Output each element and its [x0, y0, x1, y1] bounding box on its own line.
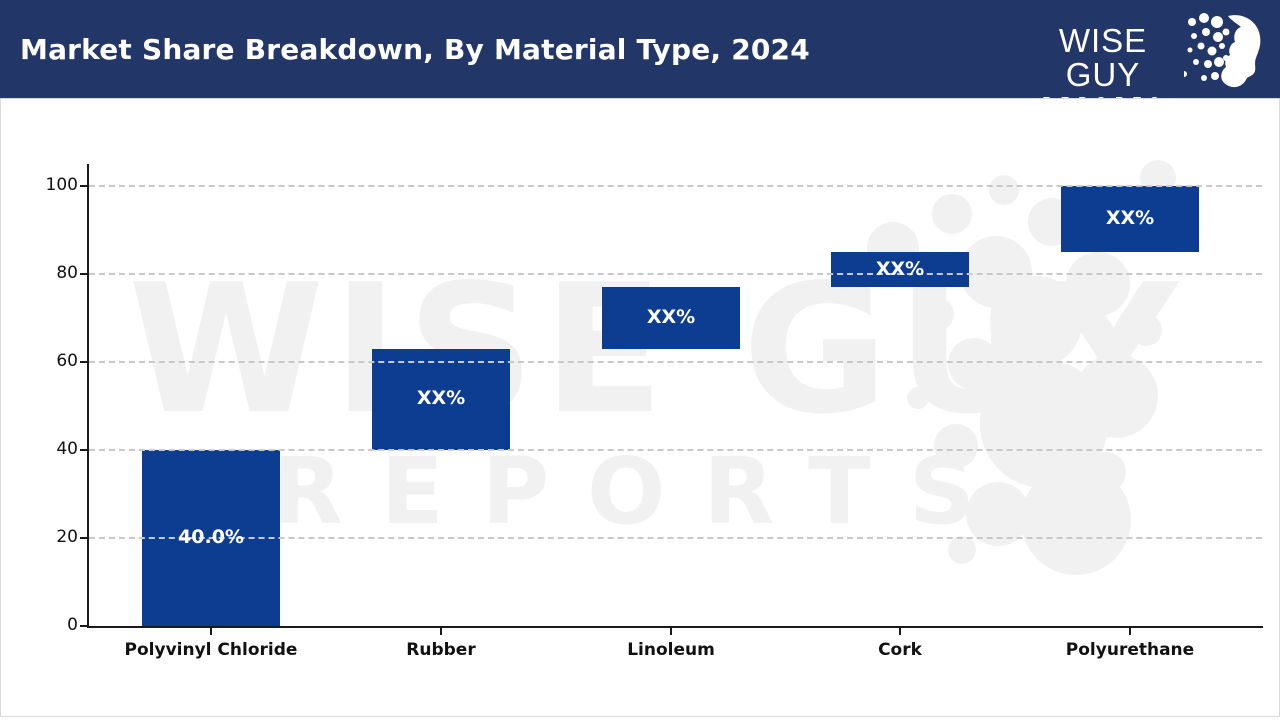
watermark-dot — [922, 298, 954, 330]
watermark-dot — [948, 338, 1000, 390]
x-tick-mark — [440, 628, 442, 635]
bar-cork — [831, 252, 969, 288]
watermark-dot — [1074, 354, 1158, 438]
x-category-label: Cork — [878, 640, 922, 660]
watermark-dot — [966, 482, 1030, 546]
bar-value-label: 40.0% — [178, 526, 244, 548]
y-tick-mark — [80, 273, 87, 275]
bar-rubber — [372, 348, 510, 450]
y-tick-label: 40 — [56, 439, 78, 459]
page-title: Market Share Breakdown, By Material Type… — [20, 32, 810, 66]
watermark-dot — [1086, 452, 1126, 492]
bar-value-label: XX% — [875, 257, 925, 280]
x-category-label: Rubber — [406, 640, 476, 660]
y-tick-label: 100 — [45, 175, 78, 195]
gridline — [89, 449, 1262, 451]
wiseguy-logo-text: WISE GUY REPORTS — [1022, 22, 1184, 110]
x-category-label: Polyvinyl Chloride — [124, 640, 298, 660]
bar-value-label: XX% — [416, 387, 466, 410]
logo-wordmark: WISE GUY — [1058, 22, 1148, 93]
y-tick-label: 0 — [67, 615, 78, 635]
gridline — [89, 537, 1262, 539]
watermark-dot — [907, 387, 929, 409]
x-tick-mark — [210, 628, 212, 635]
wiseguy-head-icon — [1181, 10, 1262, 96]
gridline — [89, 185, 1262, 187]
watermark-dot — [948, 536, 976, 564]
bar-value-label: XX% — [646, 306, 696, 328]
y-tick-mark — [80, 185, 87, 187]
bar-linoleum — [602, 287, 740, 349]
y-axis-line — [87, 164, 89, 628]
watermark-dot — [934, 424, 978, 468]
y-tick-mark — [80, 449, 87, 451]
y-tick-mark — [80, 537, 87, 539]
x-tick-mark — [899, 628, 901, 635]
x-axis-line — [87, 626, 1263, 628]
y-tick-label: 80 — [56, 263, 78, 283]
watermark-dot — [1066, 252, 1130, 316]
bar-value-label: XX% — [1105, 207, 1155, 229]
bar-polyurethane — [1061, 186, 1199, 252]
x-category-label: Polyurethane — [1065, 640, 1195, 660]
y-tick-mark — [80, 625, 87, 627]
gridline — [89, 273, 1262, 275]
x-category-label: Linoleum — [627, 640, 715, 660]
logo-subtitle: REPORTS — [1042, 94, 1168, 109]
y-tick-mark — [80, 361, 87, 363]
header-bar: Market Share Breakdown, By Material Type… — [0, 0, 1280, 109]
watermark-dot — [932, 194, 972, 234]
x-tick-mark — [1129, 628, 1131, 635]
watermark-dot — [989, 175, 1019, 205]
x-tick-mark — [670, 628, 672, 635]
y-tick-label: 20 — [56, 527, 78, 547]
watermark-dot — [1130, 314, 1162, 346]
wiseguy-logo: WISE GUY REPORTS — [1022, 8, 1262, 109]
watermark-subtitle: REPORTS — [272, 438, 1014, 545]
y-tick-label: 60 — [56, 351, 78, 371]
gridline — [89, 361, 1262, 363]
